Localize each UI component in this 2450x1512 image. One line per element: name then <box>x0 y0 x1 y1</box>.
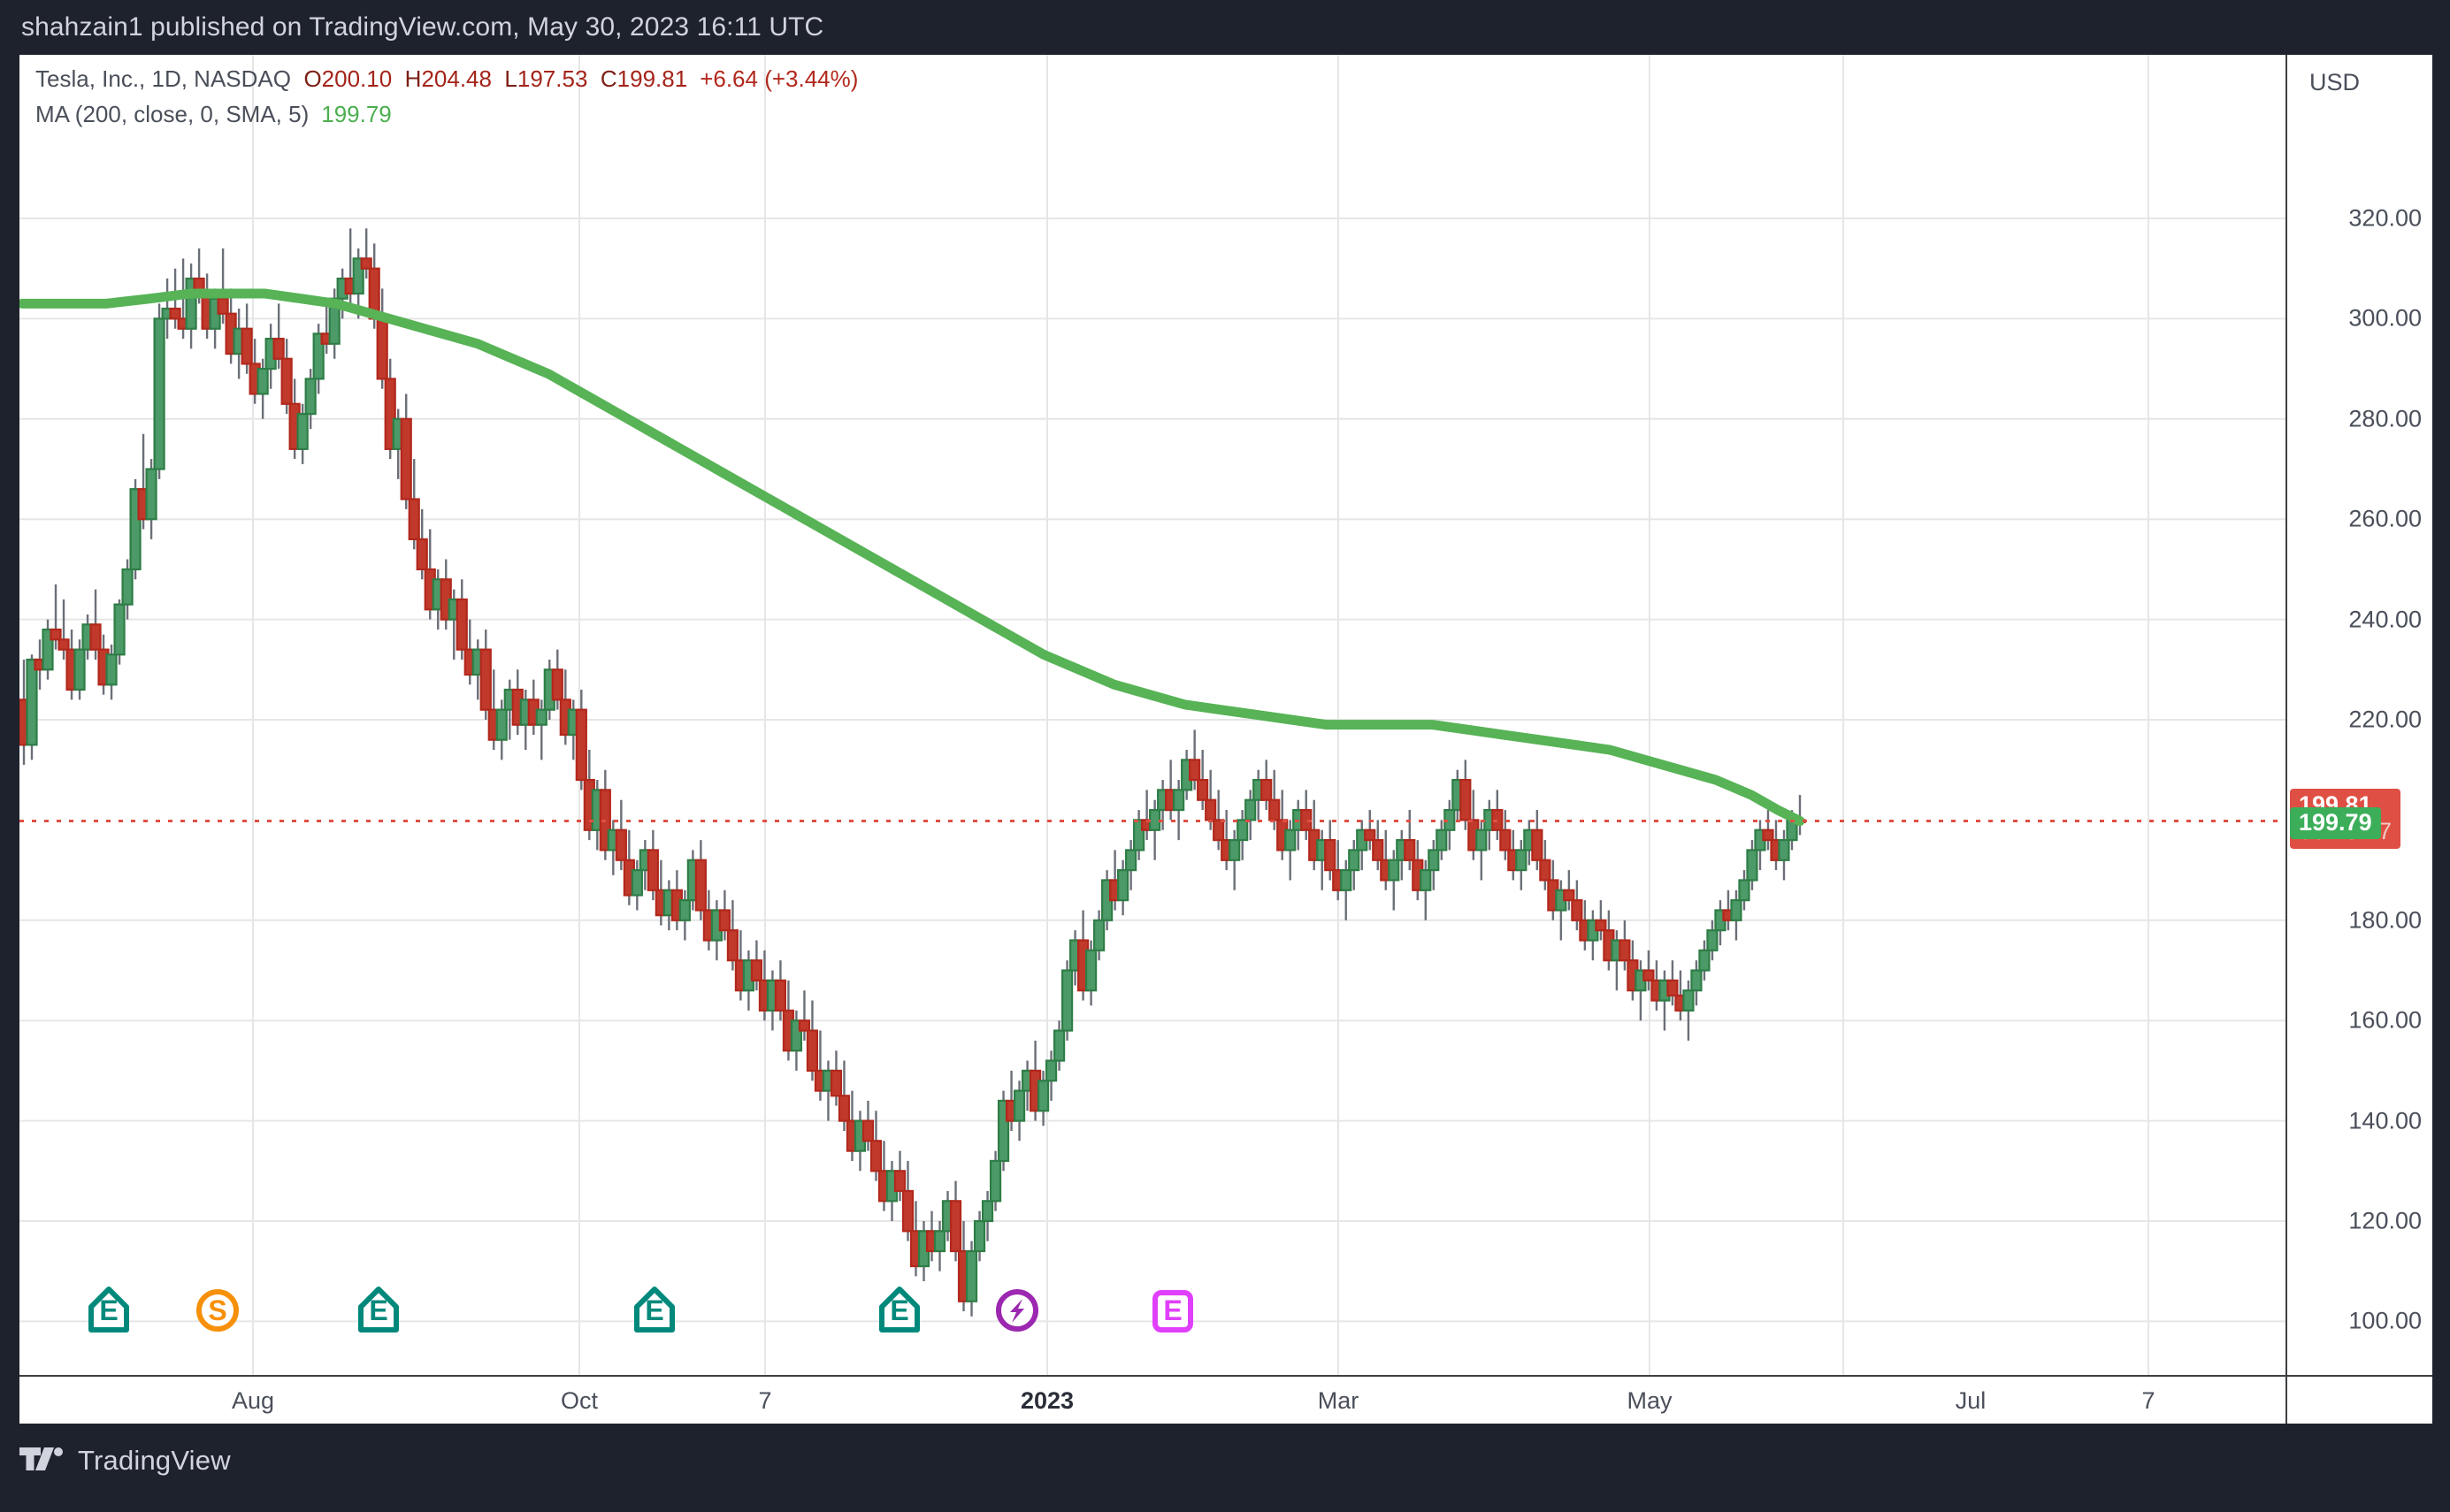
svg-text:E: E <box>890 1294 908 1326</box>
currency-label: USD <box>2309 69 2361 95</box>
candles <box>19 228 1806 1317</box>
price-tick: 300.00 <box>2348 304 2422 332</box>
ma-price-badge: 199.79 <box>2290 806 2381 839</box>
price-axis[interactable]: USD 320.00 300.00 280.00 260.00 240.00 220.00… <box>2286 55 2432 1377</box>
marker-dividend[interactable] <box>996 1289 1038 1332</box>
svg-text:E: E <box>1163 1294 1182 1326</box>
marker-earnings[interactable]: E <box>88 1287 129 1333</box>
time-tick: Oct <box>560 1387 599 1414</box>
price-tick: 120.00 <box>2348 1207 2422 1234</box>
time-axis[interactable]: Aug Oct 7 2023 Mar May Jul 7 <box>19 1377 2286 1424</box>
ma-line <box>19 288 1805 827</box>
marker-earnings[interactable]: E <box>879 1287 920 1333</box>
time-axis-separator <box>19 1375 2432 1377</box>
svg-text:S: S <box>208 1294 226 1326</box>
marker-future-earnings[interactable]: E <box>1152 1290 1193 1333</box>
price-tick: 160.00 <box>2348 1006 2422 1034</box>
gridlines <box>19 55 2286 1377</box>
price-tick: 140.00 <box>2348 1107 2422 1134</box>
price-tick: 180.00 <box>2348 906 2422 934</box>
price-tick: 320.00 <box>2348 204 2422 232</box>
price-tick: 280.00 <box>2348 405 2422 432</box>
publish-bar: shahzain1 published on TradingView.com, … <box>0 0 2450 55</box>
marker-earnings[interactable]: E <box>634 1287 675 1333</box>
ma-price-value: 199.79 <box>2299 808 2372 836</box>
svg-text:E: E <box>99 1294 118 1326</box>
time-tick: Aug <box>231 1387 275 1414</box>
tradingview-logo[interactable]: TradingView <box>19 1445 231 1477</box>
footer-bar: TradingView <box>0 1425 2450 1512</box>
marker-split[interactable]: S <box>196 1289 239 1332</box>
time-tick: 2023 <box>1020 1387 1075 1414</box>
price-tick: 100.00 <box>2348 1307 2422 1334</box>
time-tick: 7 <box>758 1387 772 1414</box>
time-tick: 7 <box>2141 1387 2155 1414</box>
time-tick: Mar <box>1317 1387 1359 1414</box>
svg-text:E: E <box>369 1294 387 1326</box>
tradingview-logo-text: TradingView <box>78 1445 231 1476</box>
svg-text:E: E <box>645 1294 663 1326</box>
publish-text: shahzain1 published on TradingView.com, … <box>21 12 824 42</box>
price-tick: 240.00 <box>2348 606 2422 633</box>
time-tick: May <box>1627 1387 1673 1414</box>
tradingview-logo-icon <box>19 1447 63 1470</box>
time-tick: Jul <box>1955 1387 1987 1414</box>
price-tick: 220.00 <box>2348 706 2422 733</box>
marker-earnings[interactable]: E <box>358 1287 399 1333</box>
price-tick: 260.00 <box>2348 505 2422 532</box>
price-axis-separator <box>2285 55 2287 1424</box>
